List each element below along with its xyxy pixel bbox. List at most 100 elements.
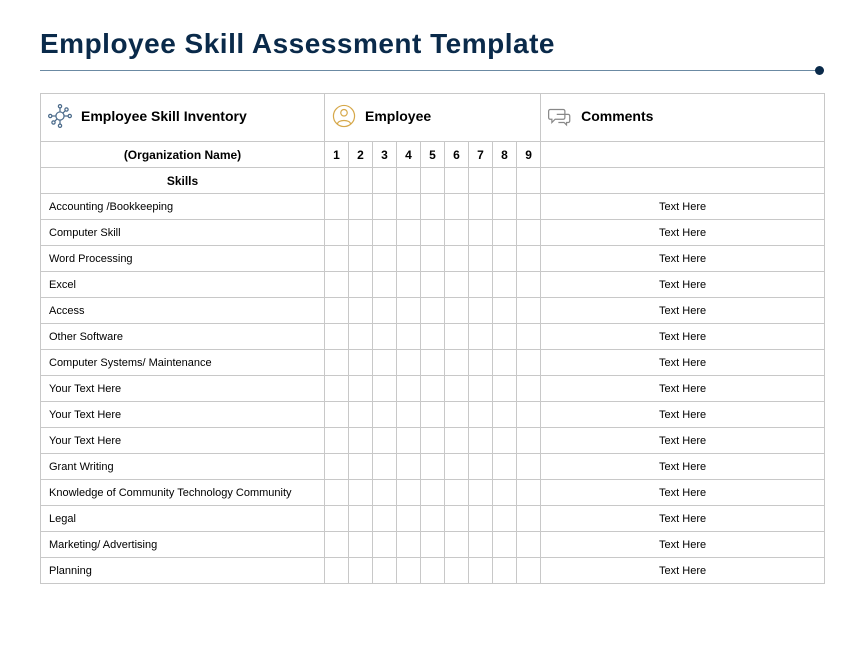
- grid-cell[interactable]: [373, 324, 397, 350]
- grid-cell[interactable]: [325, 246, 349, 272]
- grid-cell[interactable]: [349, 376, 373, 402]
- grid-cell[interactable]: [421, 402, 445, 428]
- grid-cell[interactable]: [349, 428, 373, 454]
- grid-cell[interactable]: [445, 454, 469, 480]
- grid-cell[interactable]: [325, 454, 349, 480]
- grid-cell[interactable]: [517, 402, 541, 428]
- grid-cell[interactable]: [349, 324, 373, 350]
- grid-cell[interactable]: [469, 428, 493, 454]
- grid-cell[interactable]: [493, 454, 517, 480]
- grid-cell[interactable]: [469, 506, 493, 532]
- grid-cell[interactable]: [517, 376, 541, 402]
- grid-cell[interactable]: [517, 246, 541, 272]
- grid-cell[interactable]: [469, 532, 493, 558]
- grid-cell[interactable]: [517, 350, 541, 376]
- grid-cell[interactable]: [469, 324, 493, 350]
- grid-cell[interactable]: [325, 428, 349, 454]
- grid-cell[interactable]: [421, 532, 445, 558]
- grid-cell[interactable]: [445, 376, 469, 402]
- grid-cell[interactable]: [397, 376, 421, 402]
- grid-cell[interactable]: [397, 454, 421, 480]
- grid-cell[interactable]: [517, 194, 541, 220]
- grid-cell[interactable]: [469, 350, 493, 376]
- grid-cell[interactable]: [373, 298, 397, 324]
- grid-cell[interactable]: [349, 480, 373, 506]
- grid-cell[interactable]: [469, 194, 493, 220]
- grid-cell[interactable]: [397, 402, 421, 428]
- grid-cell[interactable]: [349, 454, 373, 480]
- grid-cell[interactable]: [325, 376, 349, 402]
- grid-cell[interactable]: [349, 506, 373, 532]
- grid-cell[interactable]: [517, 532, 541, 558]
- grid-cell[interactable]: [517, 506, 541, 532]
- grid-cell[interactable]: [421, 350, 445, 376]
- grid-cell[interactable]: [349, 246, 373, 272]
- grid-cell[interactable]: [421, 246, 445, 272]
- grid-cell[interactable]: [493, 532, 517, 558]
- grid-cell[interactable]: [469, 376, 493, 402]
- grid-cell[interactable]: [517, 272, 541, 298]
- grid-cell[interactable]: [493, 298, 517, 324]
- grid-cell[interactable]: [373, 402, 397, 428]
- grid-cell[interactable]: [397, 558, 421, 584]
- grid-cell[interactable]: [325, 298, 349, 324]
- grid-cell[interactable]: [373, 506, 397, 532]
- grid-cell[interactable]: [373, 454, 397, 480]
- grid-cell[interactable]: [517, 428, 541, 454]
- grid-cell[interactable]: [469, 246, 493, 272]
- grid-cell[interactable]: [349, 350, 373, 376]
- grid-cell[interactable]: [517, 298, 541, 324]
- grid-cell[interactable]: [349, 220, 373, 246]
- grid-cell[interactable]: [349, 272, 373, 298]
- grid-cell[interactable]: [493, 558, 517, 584]
- grid-cell[interactable]: [373, 376, 397, 402]
- grid-cell[interactable]: [325, 194, 349, 220]
- grid-cell[interactable]: [421, 428, 445, 454]
- grid-cell[interactable]: [325, 220, 349, 246]
- grid-cell[interactable]: [469, 272, 493, 298]
- grid-cell[interactable]: [493, 350, 517, 376]
- grid-cell[interactable]: [325, 272, 349, 298]
- grid-cell[interactable]: [397, 246, 421, 272]
- grid-cell[interactable]: [373, 480, 397, 506]
- grid-cell[interactable]: [373, 272, 397, 298]
- grid-cell[interactable]: [349, 558, 373, 584]
- grid-cell[interactable]: [493, 194, 517, 220]
- grid-cell[interactable]: [349, 298, 373, 324]
- grid-cell[interactable]: [517, 558, 541, 584]
- grid-cell[interactable]: [373, 532, 397, 558]
- grid-cell[interactable]: [445, 298, 469, 324]
- grid-cell[interactable]: [493, 428, 517, 454]
- grid-cell[interactable]: [469, 454, 493, 480]
- grid-cell[interactable]: [373, 220, 397, 246]
- grid-cell[interactable]: [445, 532, 469, 558]
- grid-cell[interactable]: [469, 558, 493, 584]
- grid-cell[interactable]: [445, 272, 469, 298]
- grid-cell[interactable]: [397, 220, 421, 246]
- grid-cell[interactable]: [469, 220, 493, 246]
- grid-cell[interactable]: [493, 506, 517, 532]
- grid-cell[interactable]: [373, 558, 397, 584]
- grid-cell[interactable]: [421, 558, 445, 584]
- grid-cell[interactable]: [397, 298, 421, 324]
- grid-cell[interactable]: [493, 246, 517, 272]
- grid-cell[interactable]: [325, 558, 349, 584]
- grid-cell[interactable]: [397, 350, 421, 376]
- grid-cell[interactable]: [325, 532, 349, 558]
- grid-cell[interactable]: [397, 428, 421, 454]
- grid-cell[interactable]: [421, 220, 445, 246]
- grid-cell[interactable]: [493, 402, 517, 428]
- grid-cell[interactable]: [421, 376, 445, 402]
- grid-cell[interactable]: [421, 324, 445, 350]
- grid-cell[interactable]: [421, 506, 445, 532]
- grid-cell[interactable]: [397, 506, 421, 532]
- grid-cell[interactable]: [349, 402, 373, 428]
- grid-cell[interactable]: [517, 324, 541, 350]
- grid-cell[interactable]: [373, 350, 397, 376]
- grid-cell[interactable]: [325, 506, 349, 532]
- grid-cell[interactable]: [397, 480, 421, 506]
- grid-cell[interactable]: [445, 402, 469, 428]
- grid-cell[interactable]: [469, 298, 493, 324]
- grid-cell[interactable]: [469, 402, 493, 428]
- grid-cell[interactable]: [349, 194, 373, 220]
